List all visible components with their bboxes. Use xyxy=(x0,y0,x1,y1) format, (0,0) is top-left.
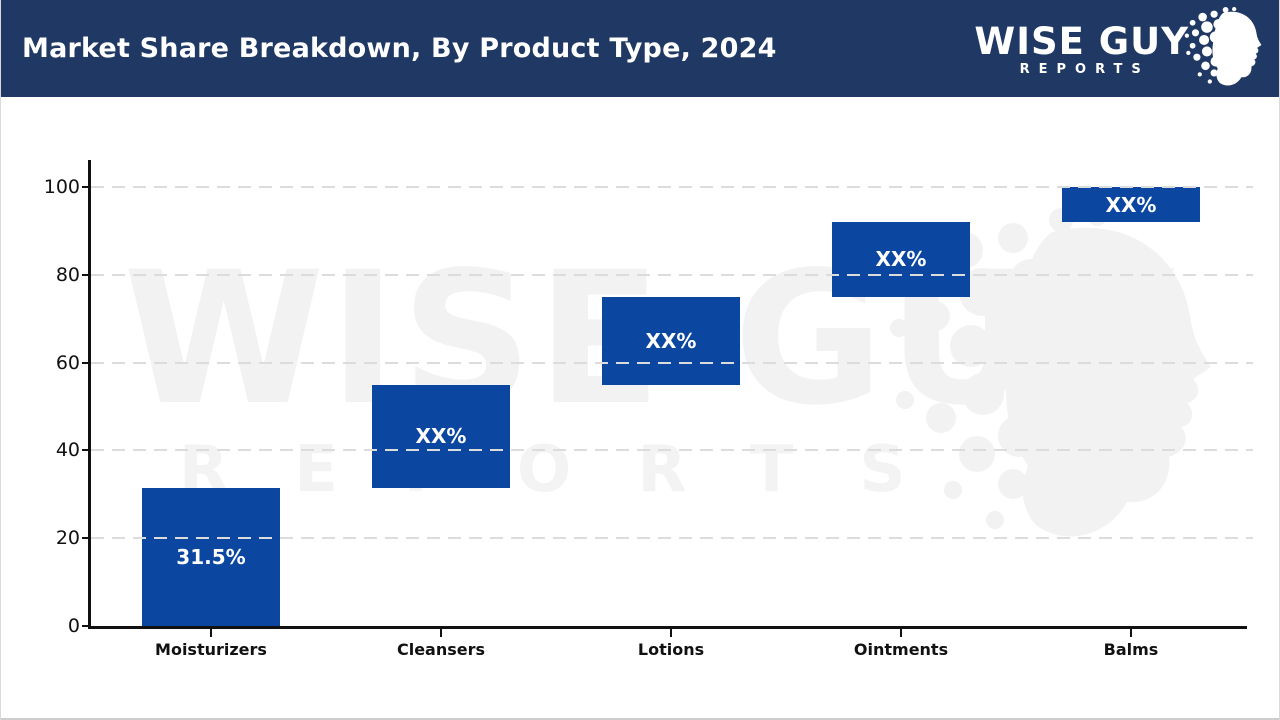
x-tick-lotions xyxy=(670,629,672,637)
gridline-20 xyxy=(91,537,1253,540)
bar-value-label: XX% xyxy=(415,424,467,449)
y-tick-label-20: 20 xyxy=(55,527,80,550)
bar-balms xyxy=(1062,187,1200,223)
x-tick-moisturizers xyxy=(210,629,212,637)
x-category-label: Moisturizers xyxy=(155,640,267,659)
bar-ointments xyxy=(832,222,970,297)
bar-value-label: XX% xyxy=(1105,192,1157,217)
y-tick-60 xyxy=(82,361,90,364)
y-tick-100 xyxy=(82,186,90,188)
x-category-label: Balms xyxy=(1103,640,1159,659)
chart-title: Market Share Breakdown, By Product Type,… xyxy=(22,33,777,64)
y-tick-label-0: 0 xyxy=(67,615,80,637)
bar-lotions xyxy=(602,296,740,385)
x-axis-line xyxy=(88,626,1247,629)
logo-head-icon xyxy=(1184,7,1262,86)
logo-wordmark-line1: WISE GUY xyxy=(974,19,1189,63)
header: Market Share Breakdown, By Product Type,… xyxy=(1,0,1279,97)
y-tick-80 xyxy=(82,273,90,276)
x-tick-balms xyxy=(1130,629,1132,637)
bar-value-label: XX% xyxy=(875,247,927,272)
y-tick-label-80: 80 xyxy=(55,263,80,286)
y-tick-20 xyxy=(82,537,90,540)
x-tick-cleansers xyxy=(440,629,442,637)
bar-value-label: 31.5% xyxy=(176,544,246,569)
gridline-40 xyxy=(91,449,1253,452)
x-tick-ointments xyxy=(900,629,902,637)
y-tick-40 xyxy=(82,449,90,452)
gridline-60 xyxy=(91,361,1253,364)
y-tick-label-40: 40 xyxy=(55,439,80,462)
watermark-subtext: REPORTS xyxy=(179,433,972,507)
logo-wordmark-line2: REPORTS xyxy=(1019,62,1150,78)
y-axis-line xyxy=(88,160,91,629)
x-category-label: Ointments xyxy=(853,640,949,659)
y-tick-label-100: 100 xyxy=(43,176,80,198)
x-category-label: Cleansers xyxy=(396,640,486,659)
bottom-edge-line xyxy=(1,718,1279,720)
gridline-80 xyxy=(91,273,1253,276)
x-category-label: Lotions xyxy=(637,640,705,659)
bar-value-label: XX% xyxy=(645,328,697,353)
gridline-100 xyxy=(91,186,1253,188)
bar-moisturizers xyxy=(142,487,280,626)
bar-cleansers xyxy=(372,384,510,488)
y-tick-0 xyxy=(82,625,90,627)
logo-wordmark: WISE GUY REPORTS xyxy=(974,19,1189,78)
brand-logo: WISE GUY REPORTS xyxy=(974,6,1265,94)
y-tick-label-60: 60 xyxy=(55,351,80,374)
